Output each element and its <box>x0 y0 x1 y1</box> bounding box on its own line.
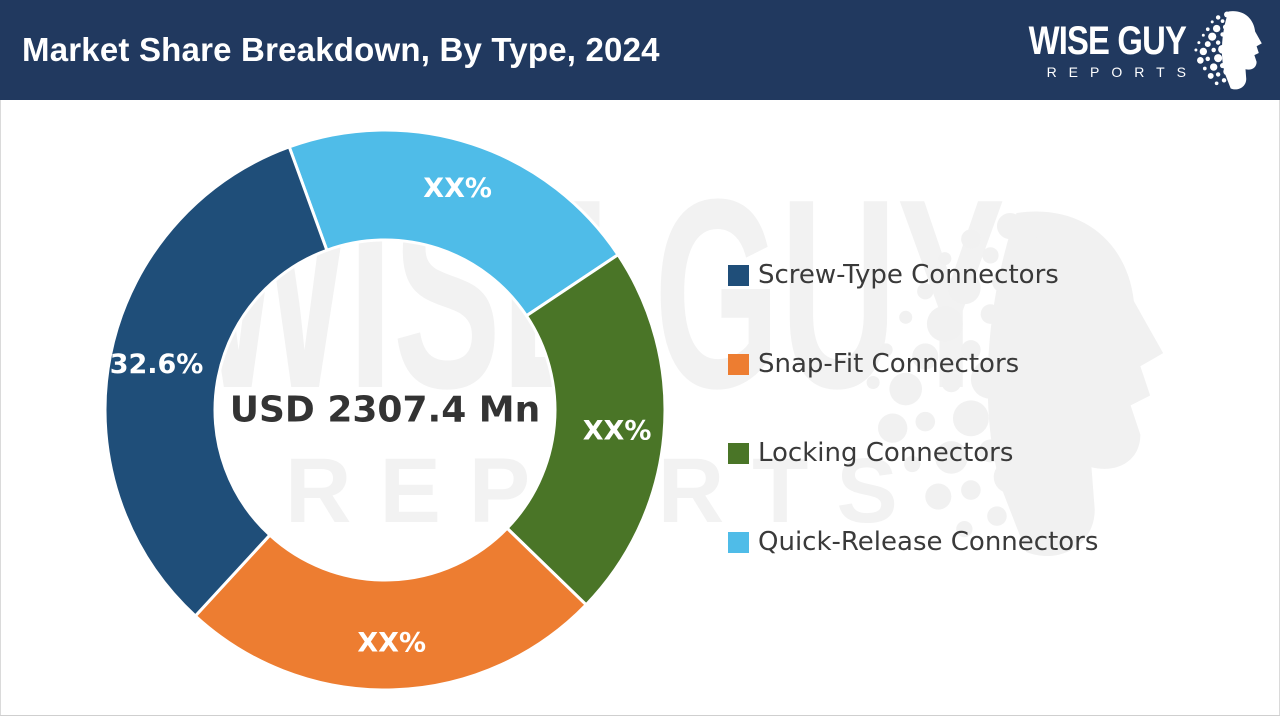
page-border-bottom <box>0 715 1280 716</box>
chart-center-value: USD 2307.4 Mn <box>229 389 541 431</box>
legend-swatch <box>728 264 749 286</box>
page-title: Market Share Breakdown, By Type, 2024 <box>22 31 660 68</box>
legend-label: Quick-Release Connectors <box>758 527 1099 557</box>
legend-swatch <box>728 531 749 553</box>
legend-item-quick-release: Quick-Release Connectors <box>728 527 1099 557</box>
legend-item-snap-fit: Snap-Fit Connectors <box>728 349 1098 379</box>
segment-label: XX% <box>583 416 652 447</box>
brand-logo: WISE GUY REPORTS <box>994 8 1264 92</box>
legend-label: Snap-Fit Connectors <box>758 349 1020 379</box>
legend: Screw-Type Connectors Snap-Fit Connector… <box>728 260 1099 617</box>
segment-label: XX% <box>357 627 426 658</box>
page-border-left <box>0 100 1 715</box>
legend-item-screw-type: Screw-Type Connectors <box>728 260 1098 290</box>
segment-label: 32.6% <box>110 349 204 380</box>
legend-label: Screw-Type Connectors <box>758 260 1059 290</box>
donut-segment-screw-type-connectors <box>103 145 329 618</box>
legend-item-locking: Locking Connectors <box>728 438 1098 468</box>
donut-segment-locking-connectors <box>505 253 667 607</box>
donut-segment-quick-release-connectors <box>287 128 620 318</box>
donut-chart: XX% XX% XX% 32.6% <box>103 128 667 692</box>
donut-segment-snap-fit-connectors <box>193 526 588 692</box>
segment-label: XX% <box>423 173 492 204</box>
brand-subname: REPORTS <box>1046 63 1198 80</box>
legend-label: Locking Connectors <box>758 438 1014 468</box>
header: Market Share Breakdown, By Type, 2024 WI… <box>0 0 1280 100</box>
brand-logo-text: WISE GUY REPORTS <box>994 18 1187 80</box>
dotted-head-logo-icon <box>1190 8 1264 92</box>
brand-name: WISE GUY <box>1028 18 1187 63</box>
legend-swatch <box>728 353 749 375</box>
legend-swatch <box>728 442 749 464</box>
